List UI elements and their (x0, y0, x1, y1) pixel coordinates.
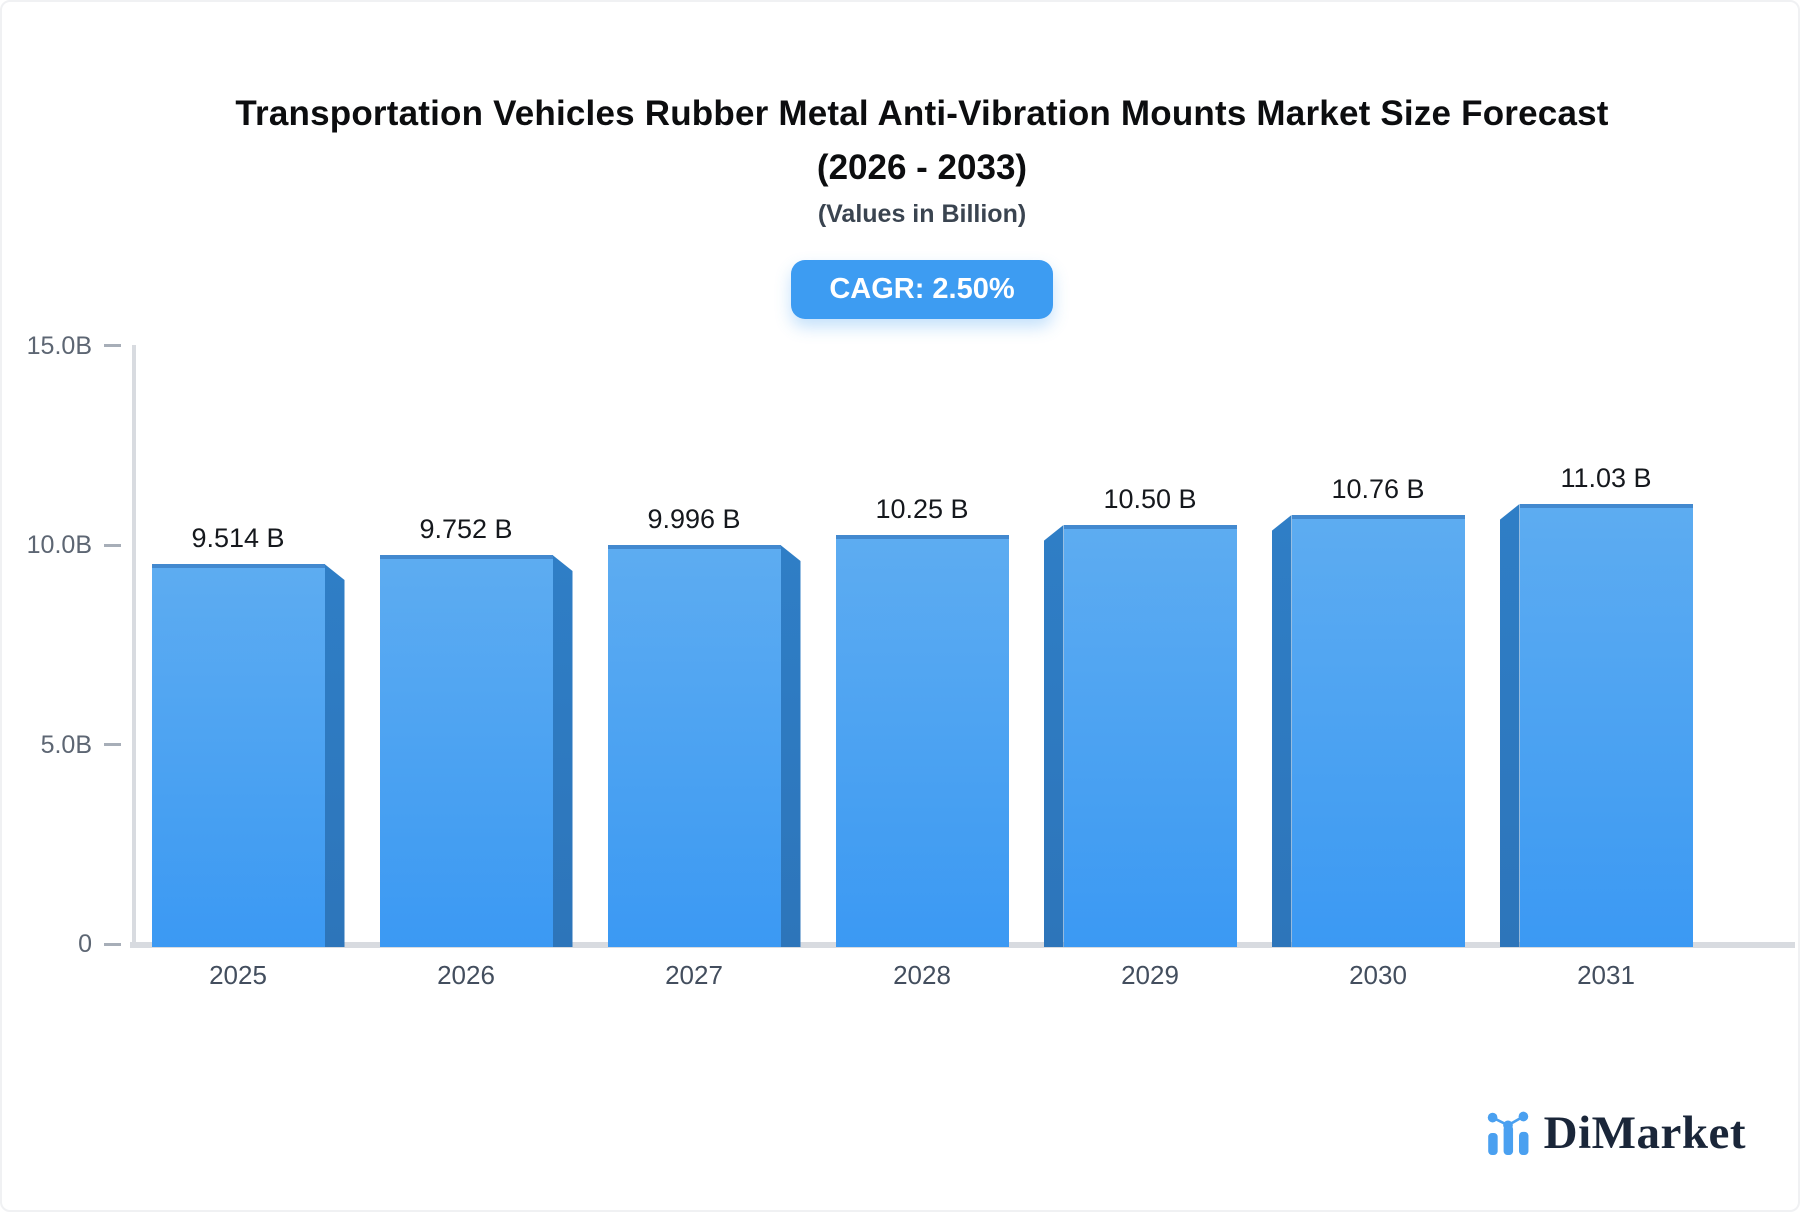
bar-side-face (1043, 525, 1064, 947)
x-tick-label-2026: 2026 (437, 960, 495, 990)
y-tick-dash (104, 344, 121, 347)
bar-value-label: 9.514 B (191, 523, 285, 553)
x-tick-label-2027: 2027 (665, 960, 723, 990)
bar-value-label: 9.752 B (419, 514, 513, 544)
y-tick-dash (104, 943, 121, 946)
y-axis-line (132, 345, 136, 948)
x-tick-label-2028: 2028 (893, 960, 951, 990)
chart-title-line1: Transportation Vehicles Rubber Metal Ant… (235, 94, 1609, 133)
cagr-badge-row: CAGR: 2.50% (42, 260, 1798, 319)
bar-value-label: 11.03 B (1560, 463, 1652, 493)
x-tick-label-2031: 2031 (1577, 960, 1635, 990)
bar-chart-logo-icon (1484, 1111, 1532, 1155)
chart-title-line2: (2026 - 2033) (816, 148, 1028, 187)
y-tick-label: 5.0B (40, 731, 92, 759)
bar-side-face (1271, 515, 1292, 947)
dimarket-logo: DiMarket (1484, 1106, 1746, 1160)
x-tick-label-2025: 2025 (209, 960, 267, 990)
chart-subtitle: (Values in Billion) (817, 200, 1027, 228)
bar-face[interactable] (835, 535, 1009, 947)
bar-face[interactable] (151, 564, 325, 947)
bar-value-label: 10.50 B (1103, 484, 1197, 514)
bar-side-face (552, 555, 573, 947)
y-tick-dash (104, 544, 121, 547)
cagr-badge: CAGR: 2.50% (791, 260, 1053, 319)
bar-face[interactable] (379, 555, 553, 947)
bar-value-label: 10.25 B (875, 494, 969, 524)
logo-text: DiMarket (1543, 1107, 1746, 1159)
bar-face[interactable] (1519, 504, 1693, 947)
bar-face[interactable] (1291, 515, 1465, 947)
y-tick-label: 10.0B (26, 531, 92, 559)
bar-side-face (324, 564, 345, 947)
bar-side-face (780, 545, 801, 947)
bar-face[interactable] (607, 545, 781, 947)
bar-side-face (1499, 504, 1520, 947)
bar-face[interactable] (1063, 525, 1237, 947)
y-tick-label: 0 (78, 930, 92, 958)
bar-value-label: 9.996 B (647, 504, 741, 534)
y-tick-dash (104, 743, 121, 746)
x-tick-label-2030: 2030 (1349, 960, 1407, 990)
x-tick-label-2029: 2029 (1121, 960, 1179, 990)
bar-value-label: 10.76 B (1331, 474, 1425, 504)
y-tick-label: 15.0B (26, 332, 92, 360)
